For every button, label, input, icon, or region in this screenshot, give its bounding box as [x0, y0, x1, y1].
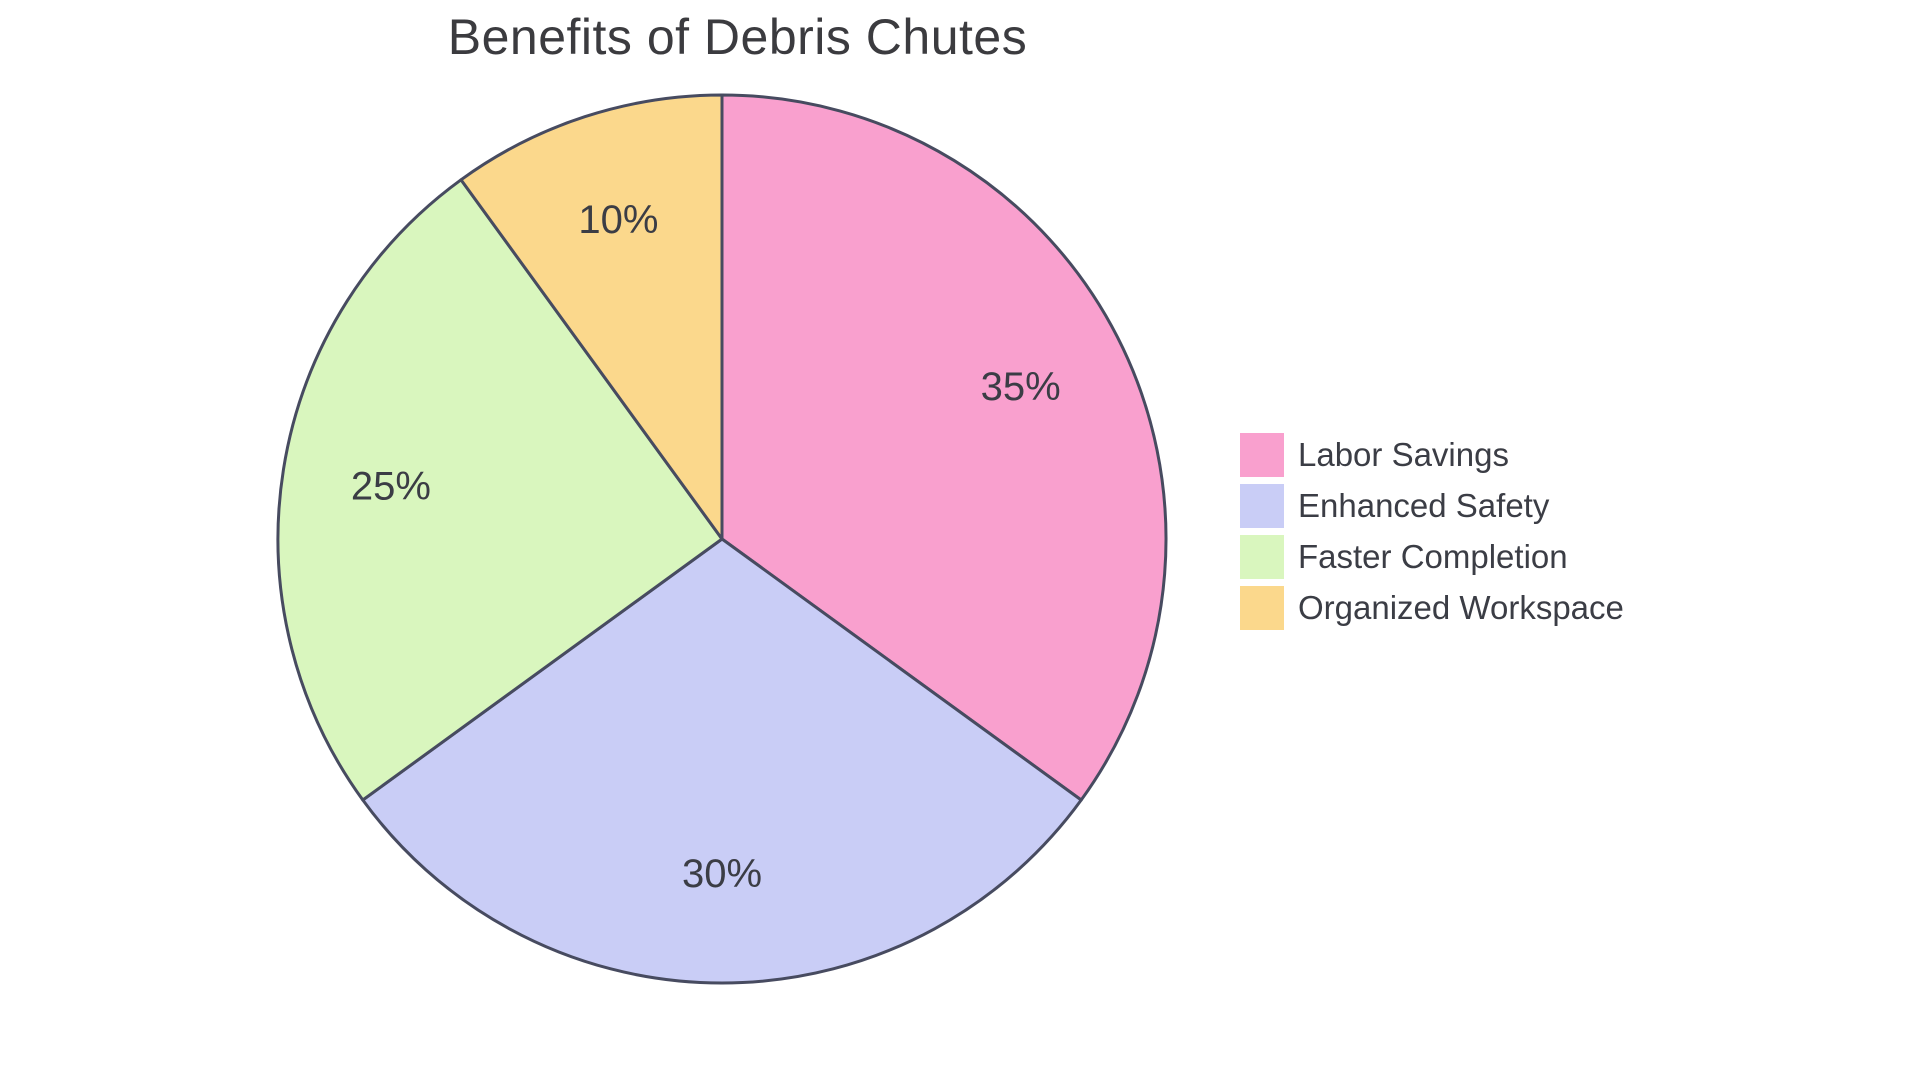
slice-percent-label: 10%	[578, 198, 658, 242]
pie-slice-enhanced-safety	[361, 537, 1083, 985]
pie-slice-organized-workspace	[459, 93, 724, 541]
legend-label: Faster Completion	[1298, 538, 1568, 575]
slice-percent-label: 30%	[682, 852, 762, 896]
slice-percent-label: 35%	[981, 365, 1061, 409]
legend: Labor Savings Enhanced Safety Faster Com…	[1240, 433, 1624, 630]
legend-label: Organized Workspace	[1298, 589, 1624, 626]
legend-item: Labor Savings	[1240, 433, 1624, 477]
legend-item: Enhanced Safety	[1240, 484, 1624, 528]
legend-swatch	[1240, 484, 1284, 528]
legend-label: Enhanced Safety	[1298, 487, 1550, 524]
pie-slice-labor-savings	[720, 93, 1168, 802]
legend-item: Faster Completion	[1240, 535, 1624, 579]
slice-percent-label: 25%	[351, 465, 431, 509]
legend-label: Labor Savings	[1298, 436, 1509, 473]
legend-swatch	[1240, 433, 1284, 477]
legend-item: Organized Workspace	[1240, 586, 1624, 630]
pie-slice-faster-completion	[276, 178, 724, 802]
legend-swatch	[1240, 586, 1284, 630]
legend-swatch	[1240, 535, 1284, 579]
chart-title: Benefits of Debris Chutes	[447, 9, 1028, 65]
